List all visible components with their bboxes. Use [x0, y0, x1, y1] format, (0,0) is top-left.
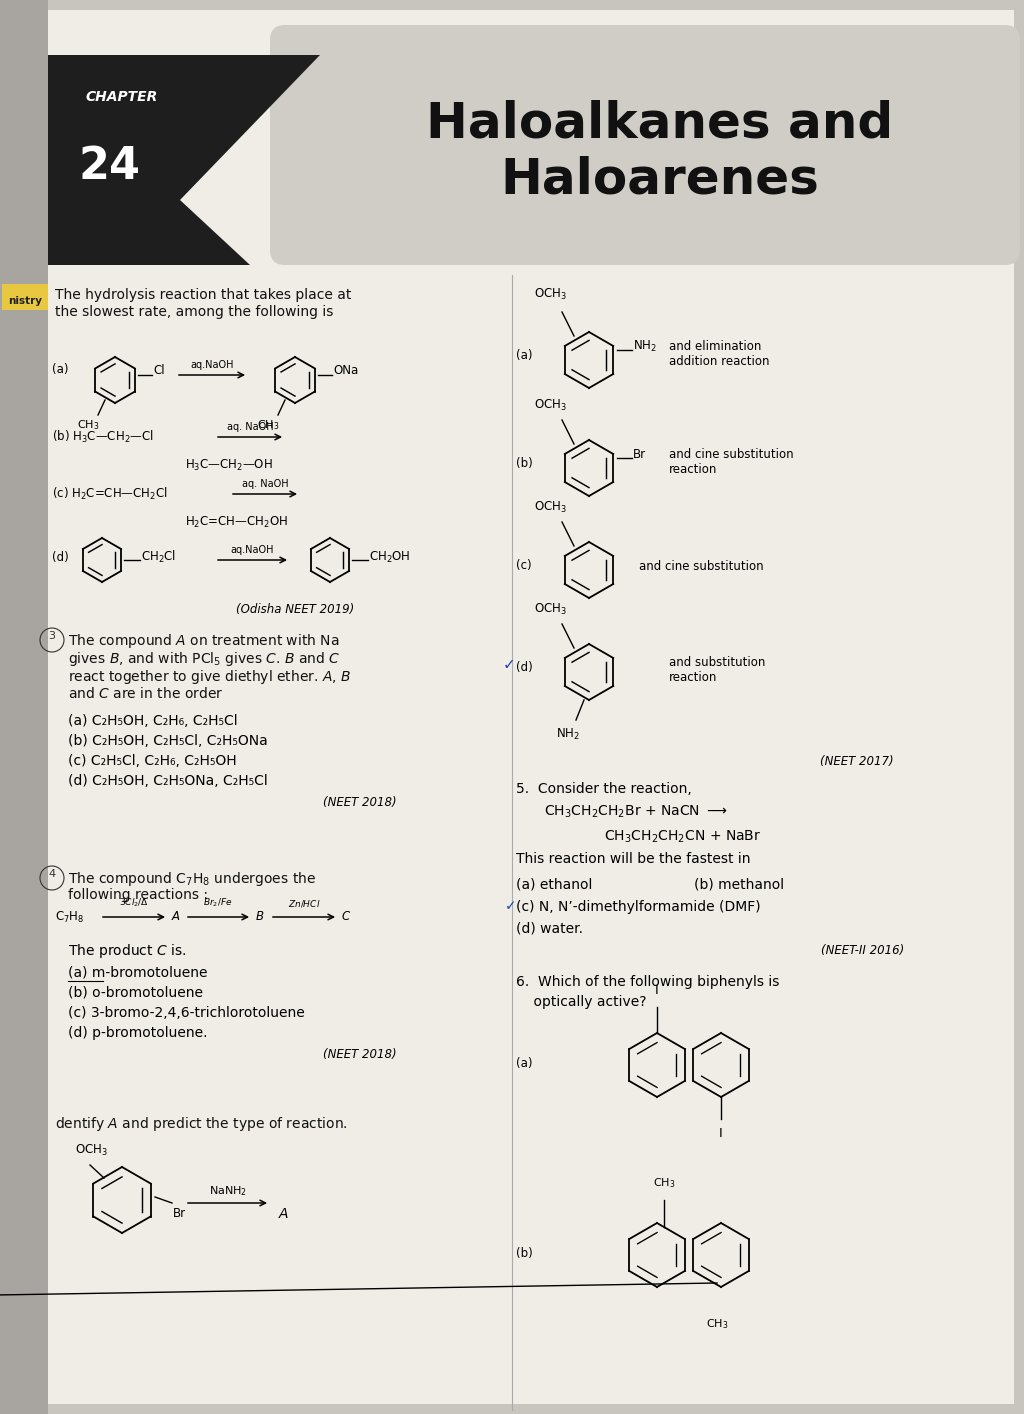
Text: The hydrolysis reaction that takes place at: The hydrolysis reaction that takes place…: [55, 288, 351, 303]
Text: CH$_3$CH$_2$CH$_2$Br + NaCN $\longrightarrow$: CH$_3$CH$_2$CH$_2$Br + NaCN $\longrighta…: [544, 805, 727, 820]
FancyBboxPatch shape: [10, 10, 1014, 1404]
Text: (NEET 2018): (NEET 2018): [324, 796, 397, 809]
Text: $3Cl_2/\Delta$: $3Cl_2/\Delta$: [119, 896, 148, 909]
Text: (c): (c): [516, 560, 531, 573]
Text: $Br_2/Fe$: $Br_2/Fe$: [203, 896, 232, 909]
Text: OCH$_3$: OCH$_3$: [534, 602, 567, 617]
Text: (NEET 2017): (NEET 2017): [820, 755, 894, 768]
Text: NH$_2$: NH$_2$: [556, 727, 580, 742]
Text: OCH$_3$: OCH$_3$: [534, 501, 567, 515]
Text: CH$_2$Cl: CH$_2$Cl: [141, 549, 176, 566]
Text: (a): (a): [52, 363, 69, 376]
Text: CH$_3$: CH$_3$: [257, 419, 280, 431]
Text: 4: 4: [48, 870, 55, 880]
Text: (b): (b): [516, 458, 532, 471]
Text: (d) water.: (d) water.: [516, 922, 583, 936]
Text: CH$_3$CH$_2$CH$_2$CN + NaBr: CH$_3$CH$_2$CH$_2$CN + NaBr: [604, 829, 761, 846]
Text: (c) C₂H₅Cl, C₂H₆, C₂H₅OH: (c) C₂H₅Cl, C₂H₆, C₂H₅OH: [68, 754, 237, 768]
Text: 3: 3: [48, 631, 55, 641]
Text: CHAPTER: CHAPTER: [85, 90, 158, 105]
Polygon shape: [0, 0, 48, 1414]
Text: (NEET-II 2016): (NEET-II 2016): [821, 945, 904, 957]
Text: aq. NaOH: aq. NaOH: [242, 479, 289, 489]
Text: Cl: Cl: [153, 365, 165, 378]
Text: (d): (d): [52, 550, 69, 564]
Text: I: I: [655, 984, 658, 997]
Text: the slowest rate, among the following is: the slowest rate, among the following is: [55, 305, 334, 320]
Text: Br: Br: [173, 1208, 186, 1220]
Text: and substitution: and substitution: [669, 656, 765, 669]
Text: C$_7$H$_8$: C$_7$H$_8$: [55, 909, 85, 925]
Text: nistry: nistry: [8, 296, 42, 305]
Text: H$_3$C—CH$_2$—OH: H$_3$C—CH$_2$—OH: [185, 458, 272, 474]
Text: (a): (a): [516, 1056, 532, 1069]
Text: NaNH$_2$: NaNH$_2$: [209, 1184, 247, 1198]
Text: CH$_2$OH: CH$_2$OH: [369, 550, 411, 564]
Text: (b) methanol: (b) methanol: [694, 877, 784, 891]
Text: Br: Br: [633, 447, 646, 461]
Text: dentify $A$ and predict the type of reaction.: dentify $A$ and predict the type of reac…: [55, 1116, 348, 1133]
Text: (a) C₂H₅OH, C₂H₆, C₂H₅Cl: (a) C₂H₅OH, C₂H₆, C₂H₅Cl: [68, 714, 238, 728]
Text: OCH$_3$: OCH$_3$: [75, 1143, 108, 1158]
Text: reaction: reaction: [669, 462, 718, 477]
Text: (b): (b): [516, 1247, 532, 1260]
Text: 5.  Consider the reaction,: 5. Consider the reaction,: [516, 782, 692, 796]
Text: CH$_3$: CH$_3$: [652, 1176, 675, 1191]
Text: Haloarenes: Haloarenes: [501, 156, 819, 204]
Text: and $C$ are in the order: and $C$ are in the order: [68, 686, 223, 701]
Text: ȮNa: ȮNa: [333, 365, 358, 378]
Text: $B$: $B$: [255, 911, 264, 923]
Text: (a) ethanol: (a) ethanol: [516, 877, 592, 891]
FancyBboxPatch shape: [2, 284, 48, 310]
Text: $\checkmark$: $\checkmark$: [504, 898, 515, 912]
Text: (NEET 2018): (NEET 2018): [324, 1048, 397, 1060]
Text: (c) 3-bromo-2,4,6-trichlorotoluene: (c) 3-bromo-2,4,6-trichlorotoluene: [68, 1005, 305, 1019]
Text: NH$_2$: NH$_2$: [633, 338, 656, 354]
Text: $C$: $C$: [341, 911, 351, 923]
Text: reaction: reaction: [669, 672, 718, 684]
Text: (b) H$_3$C—CH$_2$—Cl: (b) H$_3$C—CH$_2$—Cl: [52, 428, 154, 445]
Text: (d) p-bromotoluene.: (d) p-bromotoluene.: [68, 1027, 208, 1041]
Text: aq.NaOH: aq.NaOH: [190, 361, 233, 370]
Text: $A$: $A$: [171, 911, 181, 923]
Text: (c) N, N’-dimethylformamide (DMF): (c) N, N’-dimethylformamide (DMF): [516, 899, 761, 913]
Text: I: I: [719, 1127, 723, 1140]
Text: and cine substitution: and cine substitution: [639, 560, 764, 573]
Text: aq.NaOH: aq.NaOH: [230, 544, 274, 556]
Text: H$_2$C=CH—CH$_2$OH: H$_2$C=CH—CH$_2$OH: [185, 515, 288, 530]
Text: following reactions :: following reactions :: [68, 888, 208, 902]
Text: The product $C$ is.: The product $C$ is.: [68, 942, 186, 960]
Text: CH$_3$: CH$_3$: [706, 1316, 728, 1331]
Text: (Odisha NEET 2019): (Odisha NEET 2019): [236, 602, 354, 617]
Text: (b) C₂H₅OH, C₂H₅Cl, C₂H₅ONa: (b) C₂H₅OH, C₂H₅Cl, C₂H₅ONa: [68, 734, 267, 748]
Text: (a): (a): [516, 349, 532, 362]
Polygon shape: [48, 55, 319, 264]
Text: OCH$_3$: OCH$_3$: [534, 287, 567, 303]
Text: $A$: $A$: [278, 1208, 289, 1222]
Text: The compound C$_7$H$_8$ undergoes the: The compound C$_7$H$_8$ undergoes the: [68, 870, 316, 888]
FancyBboxPatch shape: [270, 25, 1020, 264]
Text: gives $B$, and with PCl$_5$ gives $C$. $B$ and $C$: gives $B$, and with PCl$_5$ gives $C$. $…: [68, 650, 340, 667]
Text: (c) H$_2$C=CH—CH$_2$Cl: (c) H$_2$C=CH—CH$_2$Cl: [52, 486, 168, 502]
Text: addition reaction: addition reaction: [669, 355, 769, 368]
Text: and elimination: and elimination: [669, 339, 762, 354]
Text: $\checkmark$: $\checkmark$: [502, 656, 514, 672]
Text: optically active?: optically active?: [516, 995, 646, 1010]
Text: $Zn/HCl$: $Zn/HCl$: [288, 898, 321, 909]
Text: (b) o-bromotoluene: (b) o-bromotoluene: [68, 986, 203, 1000]
Text: OCH$_3$: OCH$_3$: [534, 397, 567, 413]
Text: Haloalkanes and: Haloalkanes and: [426, 100, 894, 148]
Text: CH$_3$: CH$_3$: [77, 419, 99, 431]
Text: and cine substitution: and cine substitution: [669, 448, 794, 461]
Text: The compound $A$ on treatment with Na: The compound $A$ on treatment with Na: [68, 632, 339, 650]
Text: 24: 24: [78, 146, 140, 188]
Text: This reaction will be the fastest in: This reaction will be the fastest in: [516, 853, 751, 865]
Text: aq. NaOH: aq. NaOH: [226, 421, 273, 433]
Text: (a) m-bromotoluene: (a) m-bromotoluene: [68, 966, 208, 980]
Text: 6.  Which of the following biphenyls is: 6. Which of the following biphenyls is: [516, 976, 779, 988]
Text: (d) C₂H₅OH, C₂H₅ONa, C₂H₅Cl: (d) C₂H₅OH, C₂H₅ONa, C₂H₅Cl: [68, 773, 267, 788]
Text: (d): (d): [516, 662, 532, 674]
Text: react together to give diethyl ether. $A$, $B$: react together to give diethyl ether. $A…: [68, 667, 351, 686]
